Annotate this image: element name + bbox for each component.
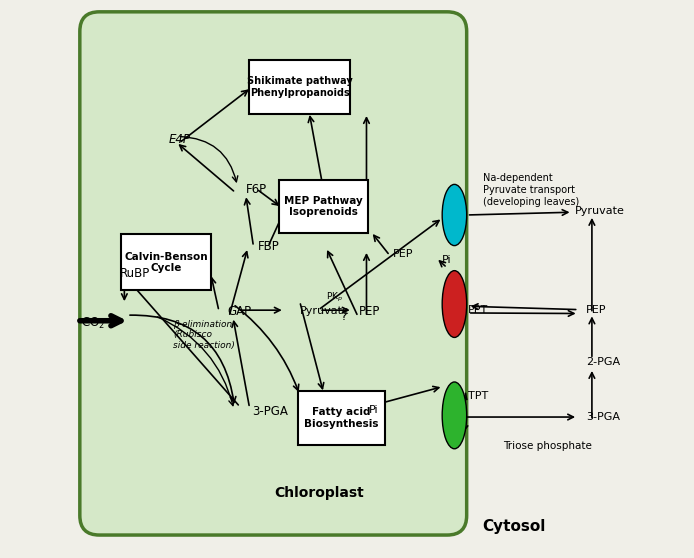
Ellipse shape xyxy=(442,382,466,449)
FancyBboxPatch shape xyxy=(280,180,368,233)
Text: Chloroplast: Chloroplast xyxy=(274,486,364,501)
Text: CO$_2$: CO$_2$ xyxy=(81,316,105,331)
Text: FBP: FBP xyxy=(258,240,280,253)
Text: RuBP: RuBP xyxy=(120,267,150,280)
Text: Pyruvate: Pyruvate xyxy=(575,206,625,216)
Ellipse shape xyxy=(442,184,466,246)
Text: MEP Pathway
Isoprenoids: MEP Pathway Isoprenoids xyxy=(285,196,363,218)
Text: Na-dependent
Pyruvate transport
(developing leaves): Na-dependent Pyruvate transport (develop… xyxy=(483,174,579,206)
Text: E4P: E4P xyxy=(169,133,191,146)
Text: Cytosol: Cytosol xyxy=(482,519,545,534)
Text: ?: ? xyxy=(340,310,346,323)
Text: 3-PGA: 3-PGA xyxy=(253,405,288,418)
Text: PEP: PEP xyxy=(359,305,380,318)
FancyBboxPatch shape xyxy=(121,234,211,290)
FancyBboxPatch shape xyxy=(80,12,466,535)
Text: Pi: Pi xyxy=(441,254,451,264)
Ellipse shape xyxy=(442,271,466,338)
Text: 2-PGA: 2-PGA xyxy=(586,358,620,368)
Text: Fatty acid
Biosynthesis: Fatty acid Biosynthesis xyxy=(304,407,379,429)
Text: Pi: Pi xyxy=(369,405,379,415)
Text: Pyruvate: Pyruvate xyxy=(300,306,350,316)
Text: Triose phosphate: Triose phosphate xyxy=(503,441,592,451)
Text: β-elimination
(Rubisco
side reaction): β-elimination (Rubisco side reaction) xyxy=(174,320,235,349)
Text: F6P: F6P xyxy=(246,184,266,196)
FancyBboxPatch shape xyxy=(249,60,350,114)
Text: GAP: GAP xyxy=(228,305,251,318)
Text: PEP: PEP xyxy=(586,305,607,315)
Text: 3-PGA: 3-PGA xyxy=(586,412,620,422)
Text: PPT: PPT xyxy=(468,305,489,315)
Text: TPT: TPT xyxy=(468,391,489,401)
FancyBboxPatch shape xyxy=(298,391,385,445)
Text: PEP: PEP xyxy=(393,249,414,259)
Text: Calvin-Benson
Cycle: Calvin-Benson Cycle xyxy=(124,252,208,273)
Text: Shikimate pathway
Phenylpropanoids: Shikimate pathway Phenylpropanoids xyxy=(247,76,353,98)
Text: PK$_p$: PK$_p$ xyxy=(326,291,343,304)
